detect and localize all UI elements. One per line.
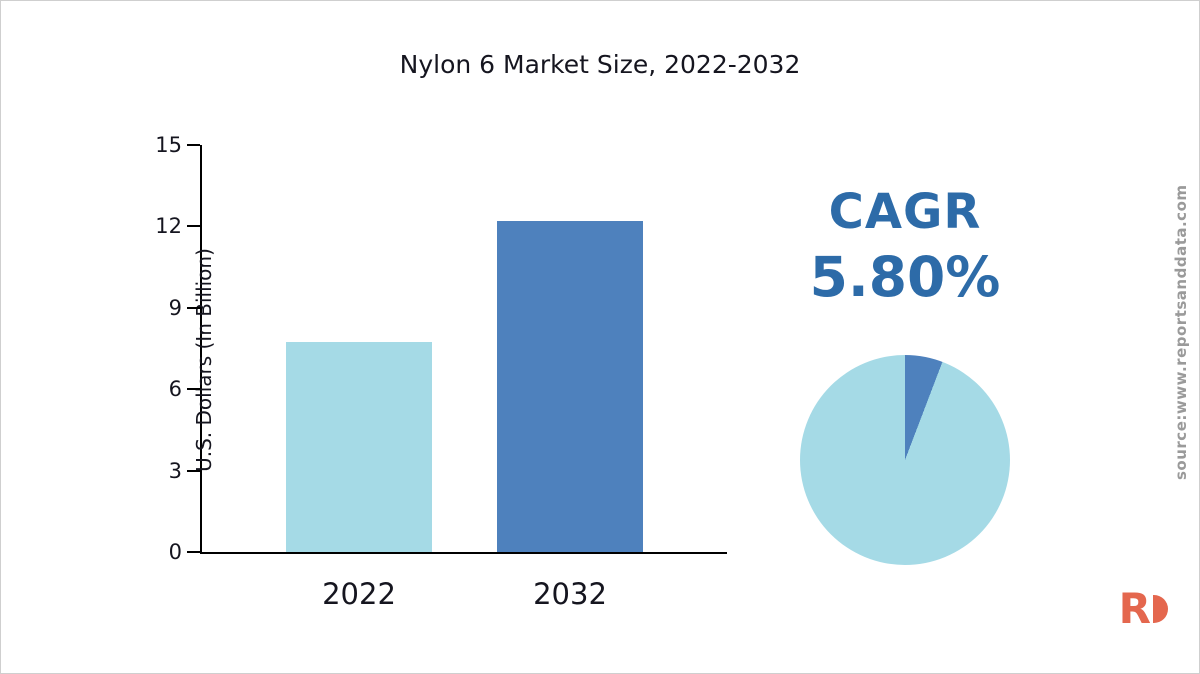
- y-tick-mark: [187, 469, 200, 472]
- y-tick-mark: [187, 551, 200, 553]
- y-tick-label: 6: [168, 377, 182, 402]
- cagr-block: CAGR 5.80%: [775, 186, 1035, 307]
- y-tick-label: 3: [168, 458, 182, 483]
- y-tick-label: 15: [155, 133, 182, 157]
- y-tick-mark: [187, 144, 200, 146]
- cagr-label: CAGR: [828, 184, 982, 240]
- x-category-label-2022: 2022: [322, 577, 396, 611]
- cagr-value: 5.80%: [809, 244, 1001, 309]
- reports-and-data-logo: R: [1119, 588, 1168, 630]
- y-tick-mark: [187, 306, 200, 309]
- logo-letter-r: R: [1118, 584, 1151, 633]
- y-axis-label: U.S. Dollars (In Billion): [192, 248, 216, 472]
- y-tick-label: 9: [168, 295, 182, 320]
- y-tick-mark: [187, 225, 200, 228]
- x-category-label-2032: 2032: [533, 577, 607, 611]
- y-tick-label: 0: [168, 540, 182, 564]
- bar-2022: [286, 341, 432, 552]
- bar-chart-plot-area: U.S. Dollars (In Billion) 0 3 6 9 12 15 2022 …: [155, 133, 727, 611]
- logo-d-shape: [1153, 595, 1168, 623]
- source-watermark: source:www.reportsanddata.com: [1172, 184, 1190, 481]
- y-tick-mark: [187, 388, 200, 391]
- bar-2032: [497, 220, 643, 552]
- y-tick-label: 12: [155, 214, 182, 239]
- chart-title: Nylon 6 Market Size, 2022-2032: [399, 50, 801, 79]
- cagr-pie-chart: [800, 355, 1010, 565]
